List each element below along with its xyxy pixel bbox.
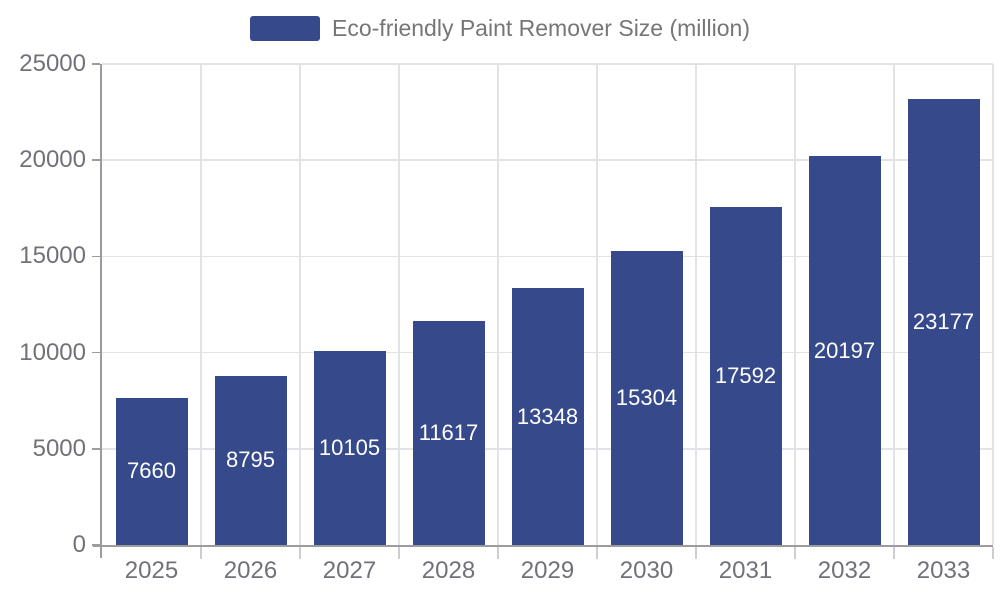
y-axis-tick [92, 544, 100, 546]
bar-value-label: 17592 [714, 362, 777, 388]
h-gridline [102, 159, 993, 161]
x-axis-tick [299, 547, 301, 559]
legend[interactable]: Eco-friendly Paint Remover Size (million… [0, 15, 1000, 42]
v-gridline [695, 64, 697, 545]
x-axis-label: 2026 [223, 557, 278, 584]
x-axis-tick [596, 547, 598, 559]
bar[interactable]: 23177 [907, 99, 980, 545]
y-axis-label: 15000 [19, 242, 86, 270]
x-axis-tick [992, 547, 994, 559]
x-axis-tick [893, 547, 895, 559]
y-axis-tick [92, 255, 100, 258]
bar[interactable]: 7660 [115, 397, 188, 545]
h-gridline [102, 255, 993, 258]
bar-value-label: 20197 [813, 337, 876, 363]
x-axis-line [93, 545, 993, 547]
y-axis-tick [92, 351, 100, 354]
x-axis-tick [200, 547, 202, 559]
legend-swatch-icon [250, 16, 321, 41]
x-axis-label: 2030 [619, 557, 674, 584]
bar-value-label: 13348 [516, 403, 579, 429]
y-axis-tick [92, 448, 100, 450]
y-axis-label: 20000 [19, 146, 86, 174]
x-axis-label: 2033 [916, 557, 971, 584]
bar-value-label: 15304 [615, 384, 678, 410]
bar[interactable]: 11617 [412, 321, 485, 545]
v-gridline [596, 64, 598, 545]
y-axis-label: 10000 [19, 338, 86, 366]
x-axis-label: 2031 [718, 557, 773, 584]
v-gridline [497, 64, 499, 545]
bar-value-label: 8795 [226, 447, 275, 473]
v-gridline [794, 64, 796, 545]
x-axis-tick [398, 547, 400, 559]
bar[interactable]: 8795 [214, 375, 287, 545]
v-gridline [893, 64, 895, 545]
plot-area: 7660 8795 10105 11617 13348 15304 17592 20197 23… [102, 63, 994, 545]
h-gridline [102, 63, 993, 65]
x-axis-label: 2029 [520, 557, 575, 584]
bar-value-label: 7660 [127, 458, 176, 484]
bar[interactable]: 17592 [709, 206, 782, 545]
y-axis-label: 25000 [19, 50, 86, 77]
bar[interactable]: 13348 [511, 288, 584, 545]
x-axis-label: 2028 [421, 557, 476, 584]
bar-value-label: 10105 [318, 434, 381, 460]
bar[interactable]: 15304 [610, 250, 683, 545]
legend-label: Eco-friendly Paint Remover Size (million… [332, 15, 750, 41]
y-axis-tick [92, 159, 100, 161]
v-gridline [992, 64, 994, 545]
v-gridline [398, 64, 400, 545]
x-axis-label: 2032 [817, 557, 872, 584]
x-axis-tick [695, 547, 697, 559]
x-axis-tick [497, 547, 499, 559]
bar-value-label: 23177 [912, 309, 975, 335]
x-axis-tick [794, 547, 796, 559]
bar[interactable]: 20197 [808, 156, 881, 545]
y-axis-label: 0 [72, 531, 86, 558]
v-gridline [299, 64, 301, 545]
bar[interactable]: 10105 [313, 350, 386, 545]
y-axis-line [100, 64, 102, 558]
y-axis-label: 5000 [32, 434, 86, 462]
y-axis-tick [92, 63, 100, 65]
v-gridline [200, 64, 202, 545]
x-axis-label: 2027 [322, 557, 377, 584]
x-axis-label: 2025 [124, 557, 179, 584]
bar-value-label: 11617 [418, 420, 479, 446]
